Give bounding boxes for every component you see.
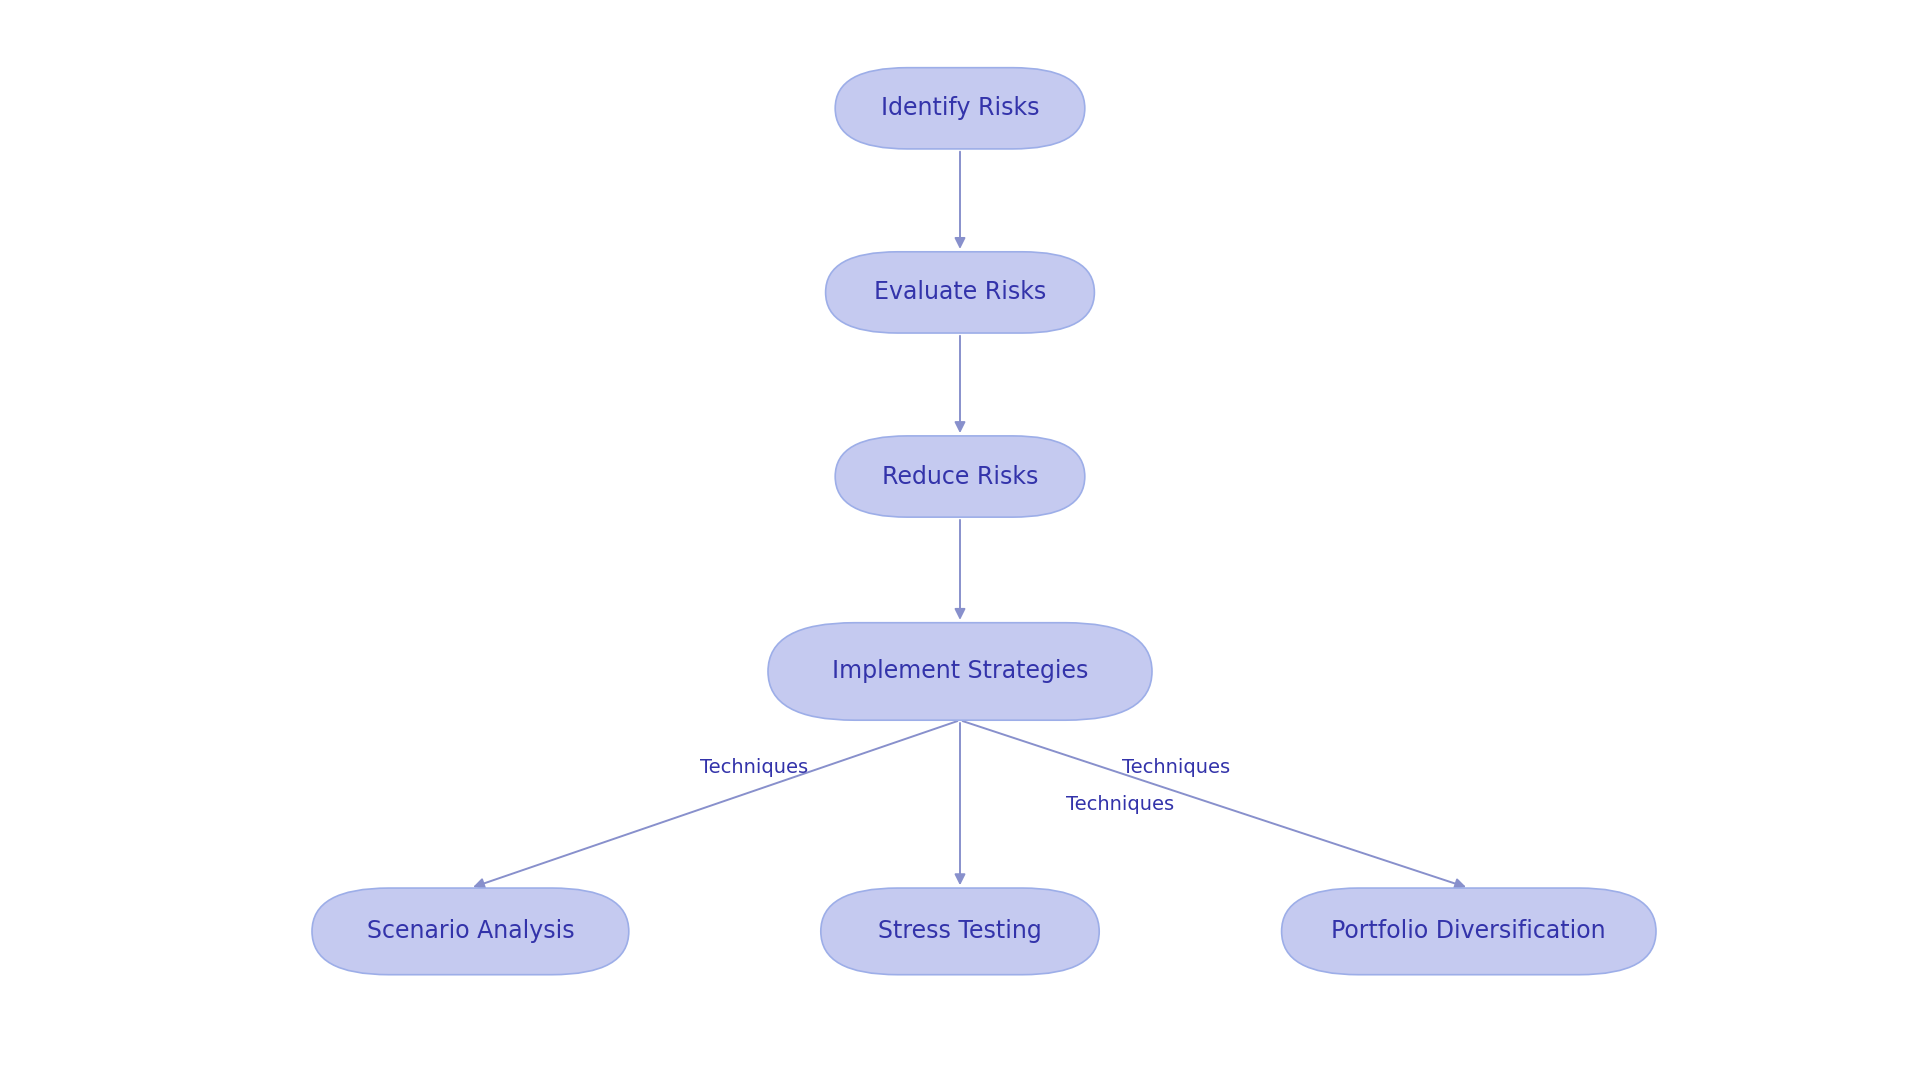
Text: Techniques: Techniques [1121, 758, 1231, 778]
Text: Techniques: Techniques [1066, 795, 1173, 813]
FancyBboxPatch shape [835, 67, 1085, 148]
Text: Identify Risks: Identify Risks [881, 96, 1039, 120]
FancyBboxPatch shape [1283, 888, 1655, 975]
Text: Stress Testing: Stress Testing [877, 919, 1043, 943]
Text: Techniques: Techniques [699, 758, 808, 778]
Text: Portfolio Diversification: Portfolio Diversification [1331, 919, 1607, 943]
FancyBboxPatch shape [768, 623, 1152, 720]
FancyBboxPatch shape [826, 252, 1094, 334]
Text: Reduce Risks: Reduce Risks [881, 465, 1039, 488]
FancyBboxPatch shape [822, 888, 1098, 975]
FancyBboxPatch shape [311, 888, 630, 975]
Text: Implement Strategies: Implement Strategies [831, 660, 1089, 683]
FancyBboxPatch shape [835, 435, 1085, 517]
Text: Evaluate Risks: Evaluate Risks [874, 280, 1046, 304]
Text: Scenario Analysis: Scenario Analysis [367, 919, 574, 943]
